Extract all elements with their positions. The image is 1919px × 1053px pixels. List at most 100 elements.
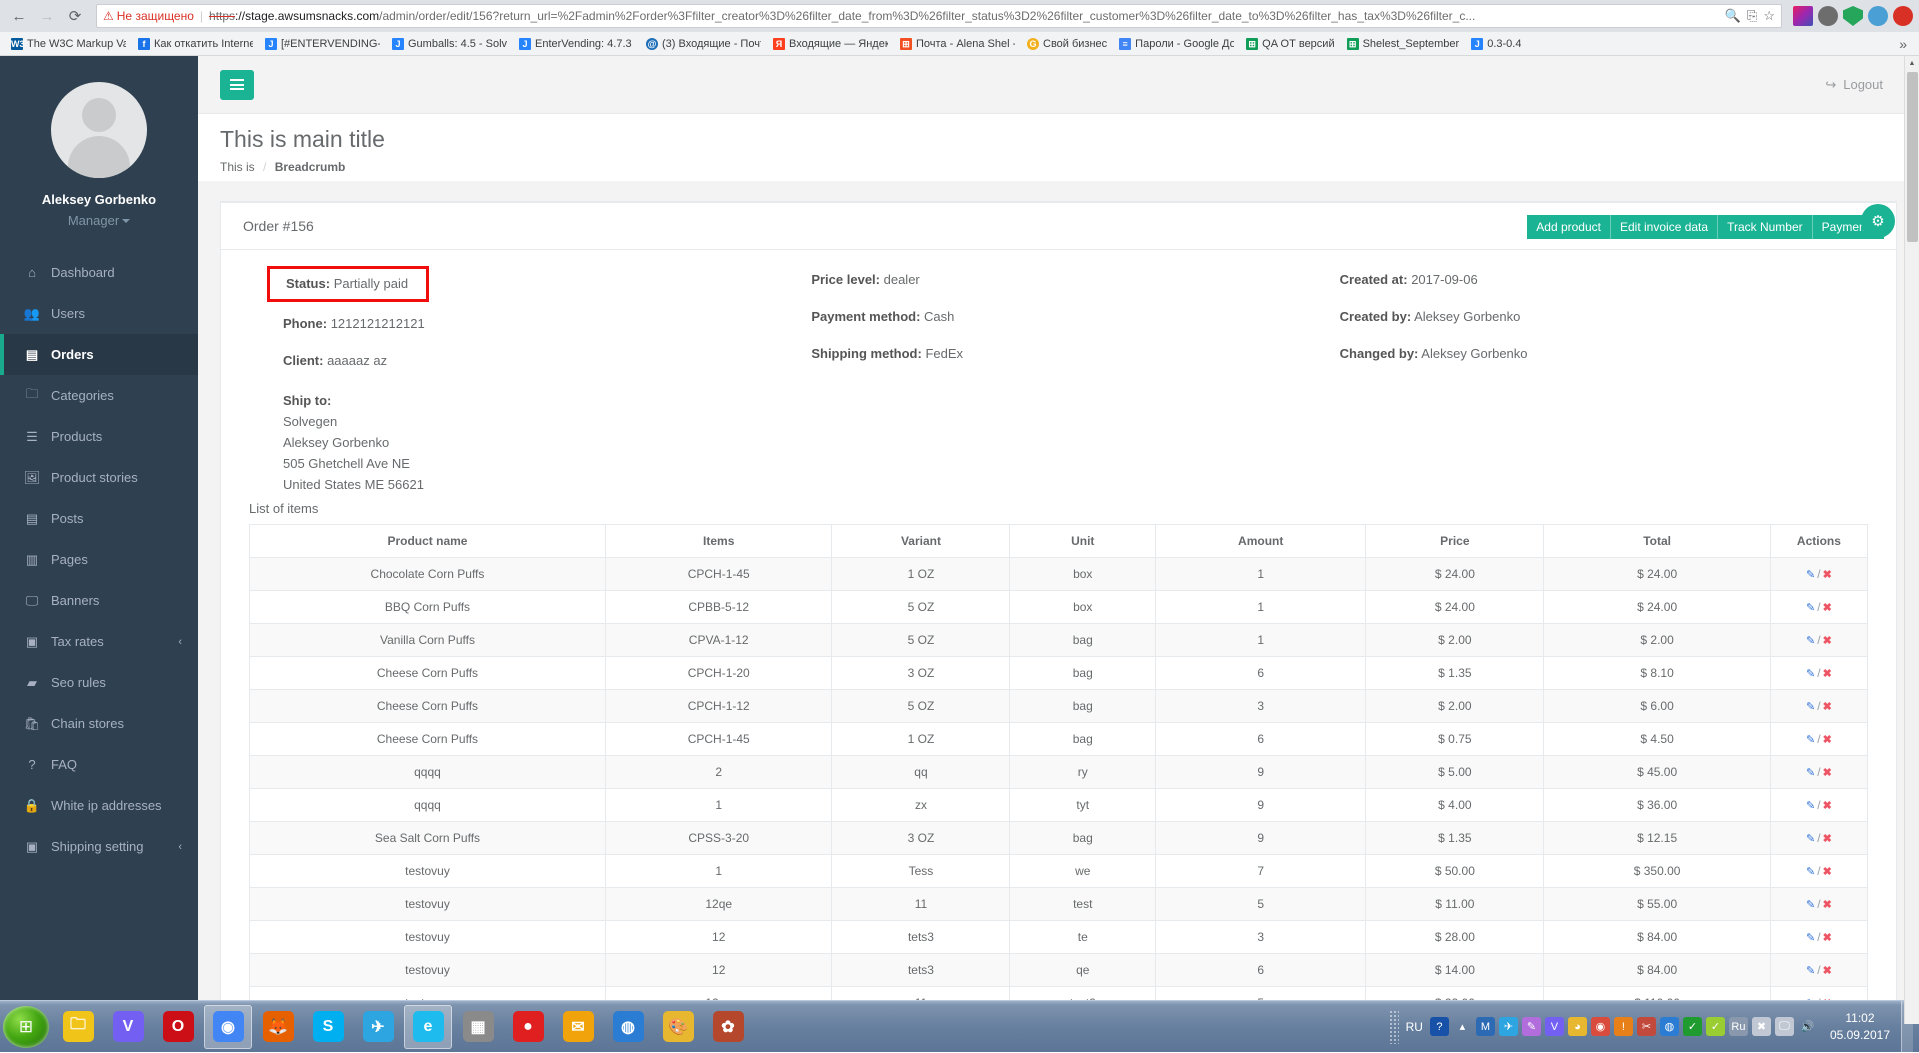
- network-error-icon[interactable]: ✖: [1751, 1017, 1771, 1036]
- edit-icon[interactable]: ✎: [1806, 899, 1816, 912]
- col-price[interactable]: Price: [1365, 524, 1545, 559]
- bookmark-item[interactable]: J EnterVending: 4.7.3 -: [514, 36, 639, 52]
- edit-icon[interactable]: ✎: [1806, 965, 1816, 978]
- bookmark-item[interactable]: J [#ENTERVENDING-36: [260, 36, 385, 52]
- breadcrumb-root[interactable]: This is: [220, 159, 255, 174]
- search-icon[interactable]: 🔍: [1724, 8, 1741, 23]
- sidebar-item-pages[interactable]: ▥ Pages: [0, 539, 198, 580]
- taskbar-item-recorder[interactable]: ●: [504, 1005, 552, 1049]
- extension-shield-icon[interactable]: [1843, 6, 1863, 26]
- help-icon[interactable]: ?: [1429, 1017, 1449, 1036]
- taskbar-item-calculator[interactable]: ▦: [454, 1005, 502, 1049]
- delete-icon[interactable]: ✖: [1822, 767, 1832, 780]
- keyboard-ru-icon[interactable]: Ru: [1728, 1017, 1748, 1036]
- scroll-up-button[interactable]: ▲: [1908, 60, 1916, 67]
- translate-icon[interactable]: ⎘: [1746, 8, 1758, 23]
- volume-icon[interactable]: 🔊: [1800, 1021, 1815, 1033]
- col-amount[interactable]: Amount: [1155, 524, 1367, 559]
- sidebar-item-seo-rules[interactable]: ▰ Seo rules: [0, 662, 198, 703]
- bookmark-item[interactable]: J 0.3-0.4: [1466, 36, 1526, 52]
- profile-role-row[interactable]: Manager: [0, 212, 198, 230]
- edit-icon[interactable]: ✎: [1806, 602, 1816, 615]
- taskbar-item-outlook[interactable]: ✉: [554, 1005, 602, 1049]
- scrollbar-thumb[interactable]: [1907, 72, 1918, 242]
- taskbar-item-telegram[interactable]: ✈: [354, 1005, 402, 1049]
- bookmark-item[interactable]: ⊞ Shelest_September: [1342, 36, 1465, 52]
- bookmark-item[interactable]: ⊞ QA ОТ версий: [1241, 36, 1339, 52]
- taskbar-item-gimp[interactable]: ✿: [704, 1005, 752, 1049]
- sidebar-item-shipping-setting[interactable]: ▣ Shipping setting ‹: [0, 826, 198, 867]
- taskbar-item-file-explorer[interactable]: 🗀: [54, 1005, 102, 1049]
- delete-icon[interactable]: ✖: [1822, 866, 1832, 879]
- bookmark-item[interactable]: f Как откатить Interne: [133, 36, 258, 52]
- globe-icon[interactable]: ◍: [1659, 1017, 1679, 1036]
- delete-icon[interactable]: ✖: [1822, 899, 1832, 912]
- edit-invoice-data-button[interactable]: Edit invoice data: [1611, 215, 1719, 239]
- sidebar-item-tax-rates[interactable]: ▣ Tax rates ‹: [0, 621, 198, 662]
- sidebar-item-categories[interactable]: 🗀 Categories: [0, 375, 198, 416]
- sidebar-item-product-stories[interactable]: 🖼 Product stories: [0, 457, 198, 498]
- delete-icon[interactable]: ✖: [1822, 932, 1832, 945]
- taskbar-item-viber[interactable]: V: [104, 1005, 152, 1049]
- sidebar-item-chain-stores[interactable]: 🛍 Chain stores: [0, 703, 198, 744]
- sidebar-item-faq[interactable]: ? FAQ: [0, 744, 198, 785]
- telegram-tray-icon[interactable]: ✈: [1498, 1017, 1518, 1036]
- sidebar-item-users[interactable]: 👥 Users: [0, 293, 198, 334]
- extension-gradient-icon[interactable]: [1793, 6, 1813, 26]
- col-unit[interactable]: Unit: [1009, 524, 1157, 559]
- delete-icon[interactable]: ✖: [1822, 734, 1832, 747]
- edit-icon[interactable]: ✎: [1806, 668, 1816, 681]
- edit-icon[interactable]: ✎: [1806, 635, 1816, 648]
- chrome-tray-icon[interactable]: ◉: [1590, 1017, 1610, 1036]
- bookmark-item[interactable]: G Свой бизнес: [1022, 36, 1112, 52]
- sidebar-item-white-ip-addresses[interactable]: 🔒 White ip addresses: [0, 785, 198, 826]
- check-icon[interactable]: ✓: [1705, 1017, 1725, 1036]
- track-number-button[interactable]: Track Number: [1718, 215, 1813, 239]
- bookmark-star-icon[interactable]: ☆: [1763, 8, 1775, 23]
- taskbar-item-paint[interactable]: 🎨: [654, 1005, 702, 1049]
- sidebar-item-dashboard[interactable]: ⌂ Dashboard: [0, 252, 198, 293]
- add-product-button[interactable]: Add product: [1527, 215, 1611, 239]
- warning-icon[interactable]: !: [1613, 1017, 1633, 1036]
- sidebar-item-posts[interactable]: ▤ Posts: [0, 498, 198, 539]
- edit-icon[interactable]: ✎: [1806, 734, 1816, 747]
- pen-icon[interactable]: ✎: [1521, 1017, 1541, 1036]
- delete-icon[interactable]: ✖: [1822, 602, 1832, 615]
- col-variant[interactable]: Variant: [831, 524, 1011, 559]
- taskbar-item-chrome[interactable]: ◉: [204, 1004, 252, 1049]
- menu-toggle-button[interactable]: [220, 69, 254, 100]
- settings-fab-button[interactable]: ⚙: [1861, 204, 1895, 238]
- logout-button[interactable]: ↪ Logout: [1825, 77, 1897, 93]
- taskbar-item-opera[interactable]: O: [154, 1005, 202, 1049]
- tools-icon[interactable]: ✂: [1636, 1017, 1656, 1036]
- avatar[interactable]: [51, 82, 147, 178]
- edit-icon[interactable]: ✎: [1806, 767, 1816, 780]
- back-button[interactable]: ←: [6, 3, 32, 29]
- col-total[interactable]: Total: [1543, 524, 1771, 559]
- delete-icon[interactable]: ✖: [1822, 569, 1832, 582]
- bookmark-item[interactable]: W3 The W3C Markup Val: [6, 36, 131, 52]
- bookmark-item[interactable]: @ (3) Входящие - Почт: [641, 36, 766, 52]
- bookmark-item[interactable]: Я Входящие — Яндекс: [768, 36, 893, 52]
- taskbar-item-firefox[interactable]: 🦊: [254, 1005, 302, 1049]
- tray-clock[interactable]: 11:02 05.09.2017: [1820, 1010, 1898, 1042]
- edit-icon[interactable]: ✎: [1806, 701, 1816, 714]
- antivirus-icon[interactable]: ✓: [1682, 1017, 1702, 1036]
- sidebar-item-banners[interactable]: 🖵 Banners: [0, 580, 198, 621]
- show-hidden-icon[interactable]: ▴: [1459, 1021, 1466, 1033]
- start-button[interactable]: ⊞: [3, 1005, 49, 1048]
- edit-icon[interactable]: ✎: [1806, 866, 1816, 879]
- display-icon[interactable]: 🖵: [1774, 1017, 1794, 1036]
- tray-language-indicator[interactable]: RU: [1405, 1019, 1423, 1034]
- sidebar-item-orders[interactable]: ▤ Orders: [0, 334, 198, 375]
- taskbar-item-internet-explorer[interactable]: e: [404, 1004, 452, 1049]
- bookmark-item[interactable]: ≡ Пароли - Google До: [1114, 36, 1239, 52]
- delete-icon[interactable]: ✖: [1822, 965, 1832, 978]
- extension-adblock-icon[interactable]: [1818, 6, 1838, 26]
- sidebar-item-products[interactable]: ☰ Products: [0, 416, 198, 457]
- page-scrollbar[interactable]: ▲: [1904, 56, 1919, 1024]
- viber-tray-icon[interactable]: V: [1544, 1017, 1564, 1036]
- edit-icon[interactable]: ✎: [1806, 569, 1816, 582]
- edit-icon[interactable]: ✎: [1806, 800, 1816, 813]
- reload-button[interactable]: ⟳: [62, 3, 88, 29]
